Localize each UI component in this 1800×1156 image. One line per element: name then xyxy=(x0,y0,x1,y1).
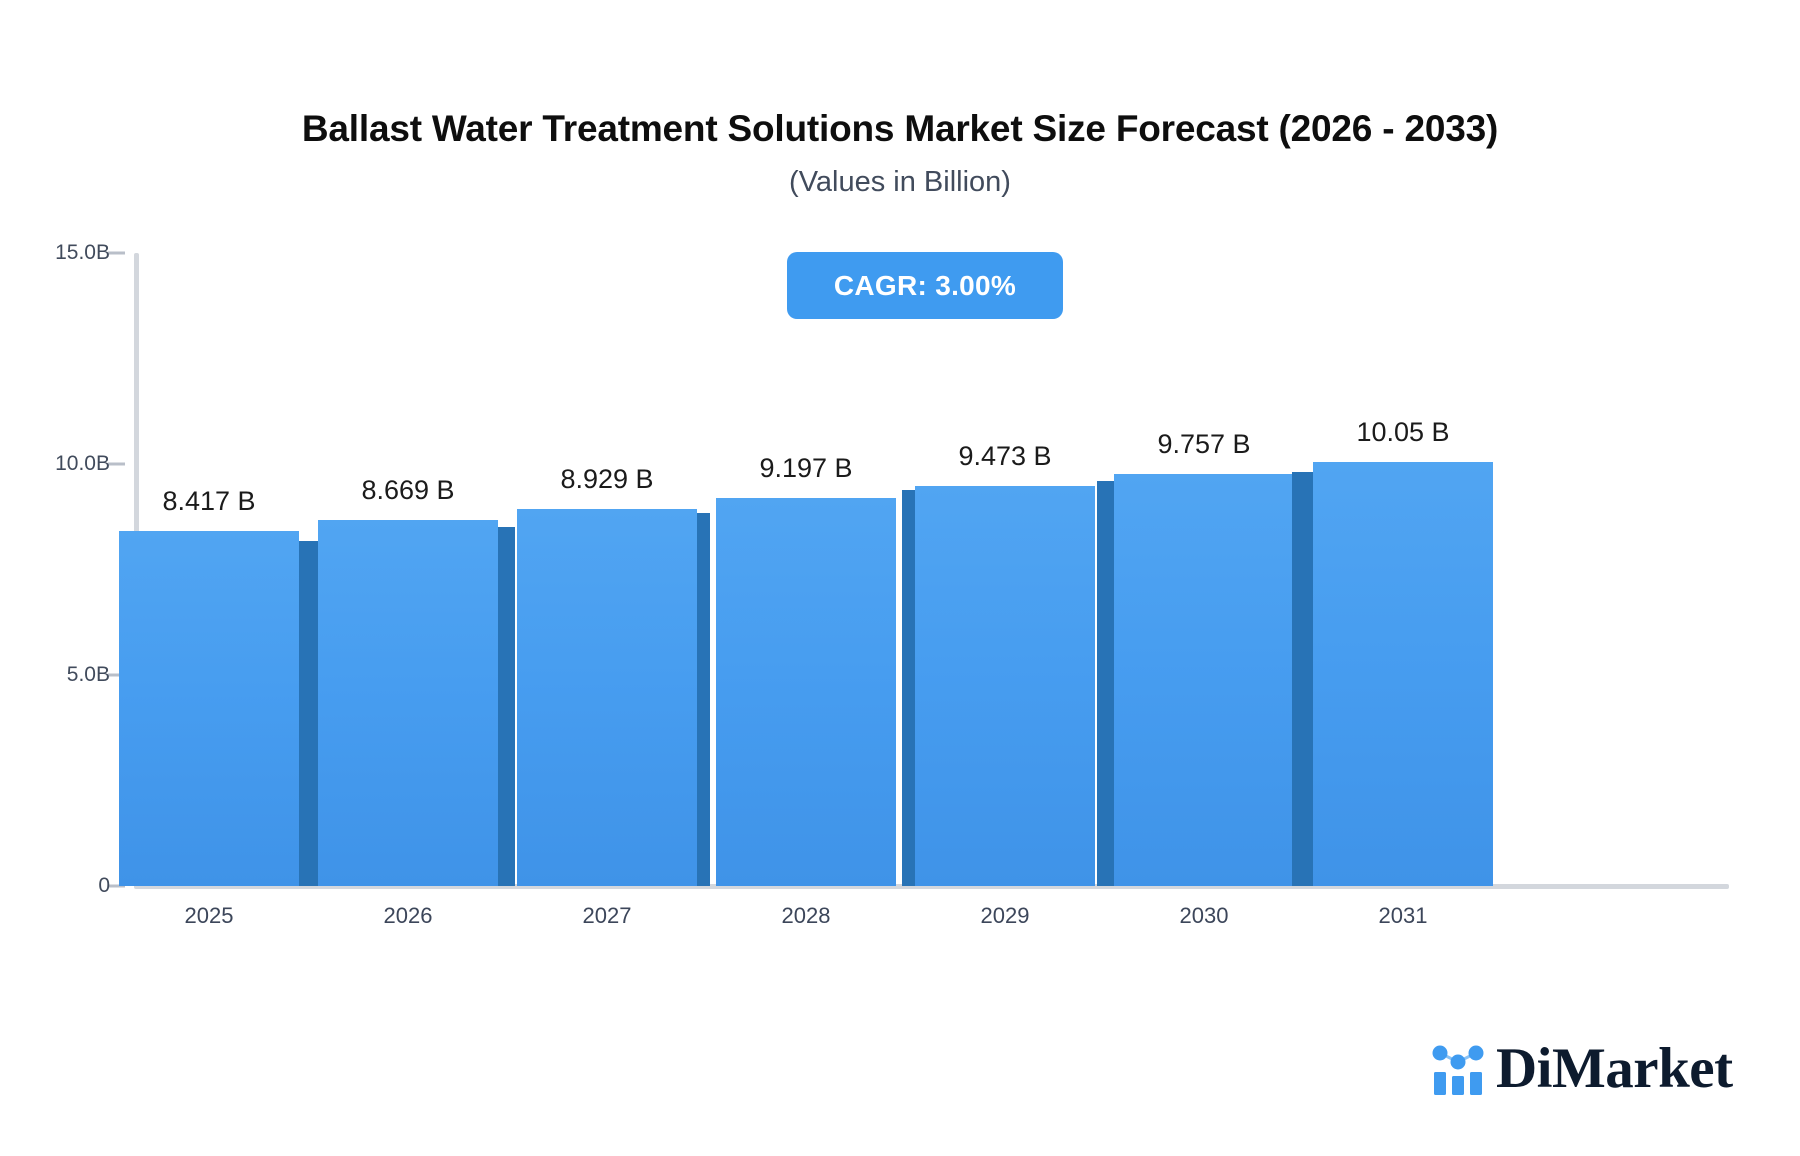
y-axis-tick-label: 5.0B xyxy=(66,663,110,686)
bar-side-panel xyxy=(1292,471,1313,886)
y-axis-tick-label: 15.0B xyxy=(55,241,110,264)
bar-side-panel xyxy=(902,489,915,886)
y-axis-tick xyxy=(108,673,125,677)
bar-face xyxy=(1313,461,1493,886)
bar-side-panel xyxy=(697,512,710,886)
bar-2026[interactable]: 8.669 B xyxy=(318,475,515,886)
bar-value-label: 8.417 B xyxy=(162,485,256,516)
x-axis-label-2028: 2028 xyxy=(781,903,831,928)
y-axis-tick xyxy=(108,462,125,466)
x-axis-label-2030: 2030 xyxy=(1179,903,1229,928)
cagr-badge-label: CAGR: 3.00% xyxy=(833,269,1017,301)
bar-face xyxy=(716,497,896,886)
chart-subtitle: (Values in Billion) xyxy=(789,166,1011,198)
bar-2027[interactable]: 8.929 B xyxy=(517,464,710,886)
x-axis-label-2025: 2025 xyxy=(184,903,234,928)
bar-2025[interactable]: 8.417 B xyxy=(119,486,320,886)
bar-side-panel xyxy=(498,526,515,886)
bar-value-label: 8.929 B xyxy=(560,464,654,495)
bar-chart-dots-icon xyxy=(1432,1045,1484,1095)
bar-face xyxy=(517,509,697,886)
x-axis-label-2026: 2026 xyxy=(383,903,433,928)
x-axis-label-2027: 2027 xyxy=(582,903,632,928)
bar-face xyxy=(119,530,299,886)
bar-face xyxy=(915,486,1095,886)
bar-face xyxy=(318,520,498,886)
bar-value-label: 9.473 B xyxy=(958,441,1052,472)
y-axis-tick-label: 0 xyxy=(98,874,110,897)
bar-2028[interactable]: 9.197 B xyxy=(716,453,896,886)
dimarket-logo: DiMarket xyxy=(1432,1040,1733,1097)
y-axis-tick xyxy=(108,251,125,255)
bar-value-label: 9.757 B xyxy=(1157,429,1251,460)
bar-side-panel xyxy=(1097,480,1114,886)
bar-2031[interactable]: 10.05 B xyxy=(1292,417,1493,886)
bar-value-label: 9.197 B xyxy=(759,452,853,483)
bar-value-label: 10.05 B xyxy=(1356,416,1450,447)
bar-value-label: 8.669 B xyxy=(361,475,455,506)
cagr-badge: CAGR: 3.00% xyxy=(787,252,1063,319)
x-axis-label-2031: 2031 xyxy=(1378,903,1428,928)
x-axis-line xyxy=(134,884,1729,889)
bar-2029[interactable]: 9.473 B xyxy=(902,441,1095,886)
logo-wordmark: DiMarket xyxy=(1496,1037,1733,1100)
bar-side-panel xyxy=(299,540,320,886)
x-axis-label-2029: 2029 xyxy=(980,903,1030,928)
bar-2030[interactable]: 9.757 B xyxy=(1097,429,1294,886)
page-title: Ballast Water Treatment Solutions Market… xyxy=(301,108,1499,149)
bar-face xyxy=(1114,474,1294,886)
y-axis-tick-label: 10.0B xyxy=(55,452,110,475)
y-axis-tick xyxy=(108,884,125,888)
